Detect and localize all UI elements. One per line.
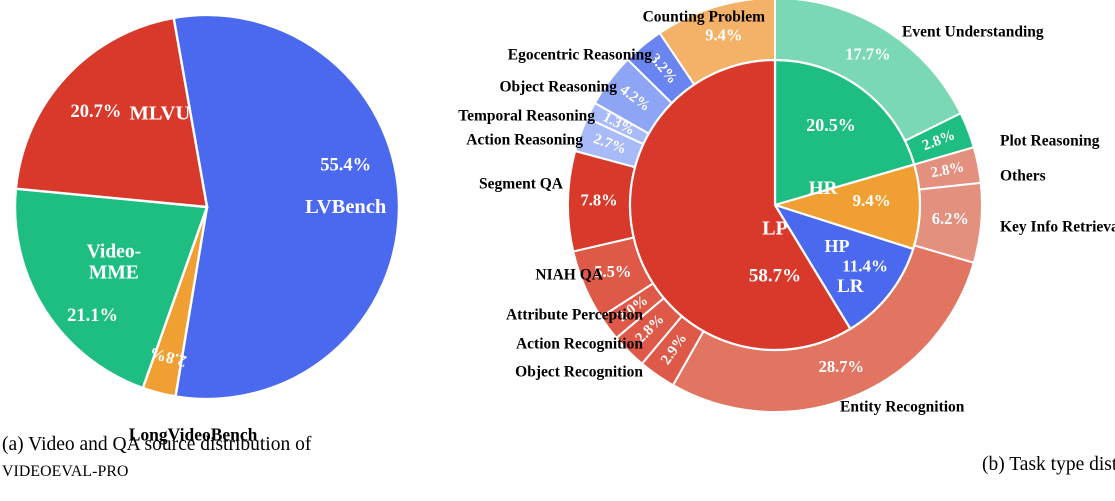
pie-a-slice-group [13, 13, 401, 401]
pie-a-percent-label: 21.1% [67, 306, 118, 326]
sunburst-outer-category-label: Egocentric Reasoning [508, 47, 652, 64]
sunburst-inner-category-label: LP [762, 218, 788, 240]
sunburst-outer-percent-label: 5.5% [594, 262, 631, 281]
sunburst-outer-category-label: Key Info Retrieval [1000, 219, 1115, 236]
sunburst-outer-category-label: Object Recognition [515, 364, 643, 381]
sunburst-inner-slice[interactable] [628, 58, 852, 352]
sunburst-inner-percent-labels: 20.5% 9.4% 11.4% 58.7% [749, 115, 891, 286]
sunburst-inner-percent-label: 9.4% [852, 191, 890, 210]
caption-a: (a) Video and QA source distribution of … [2, 432, 452, 483]
pie-a-slice[interactable] [13, 187, 209, 390]
pie-a-percent-labels: 55.4%2.8%21.1%20.7% [67, 102, 371, 371]
sunburst-inner-category-label: HR [809, 178, 838, 199]
sunburst-outer-percent-label: 2.8% [929, 159, 965, 181]
sunburst-inner-percent-label: 58.7% [749, 265, 801, 286]
pie-a-category-label: Video- [87, 241, 142, 262]
sunburst-inner-percent-label: 20.5% [806, 115, 856, 135]
sunburst-inner-slice[interactable] [771, 163, 922, 251]
sunburst-outer-category-label: NIAH QA [535, 267, 603, 284]
sunburst-outer-category-label: Event Understanding [902, 24, 1044, 41]
pie-a-percent-label: 55.4% [320, 156, 371, 176]
sunburst-outer-category-label: Entity Recognition [840, 399, 965, 416]
pie-a-category-label: LongVideoBench [129, 424, 258, 444]
sunburst-inner-category-labels: HR HP LR LP [762, 178, 864, 297]
panel-b-sunburst-chart: 17.7% 2.8% 2.8% 6.2% 28.7% 2.9% 2.8% 2.0% 5.5% 7.… [440, 0, 1115, 501]
task-type-sunburst: 17.7%2.8%2.8%6.2%28.7%2.9%2.8%2.0%5.5%7.… [458, 0, 1115, 416]
panel-a-pie-chart: 55.4% 2.8% 21.1% 20.7% LVBench LongVideoBenc… [0, 0, 470, 501]
caption-b-prefix: (b) Task type distribution of [982, 454, 1115, 475]
caption-a-line1: (a) Video and QA source distribution of [2, 434, 312, 455]
sunburst-outer-category-label: Others [1000, 168, 1046, 185]
sunburst-inner-category-label: LR [837, 276, 864, 297]
sunburst-inner-slice[interactable] [773, 58, 916, 207]
sunburst-inner-percent-label: 11.4% [842, 256, 888, 275]
pie-a-slice[interactable] [172, 13, 401, 401]
pie-a-percent-label: 20.7% [70, 102, 121, 122]
pie-a-category-label: LVBench [305, 196, 387, 218]
sunburst-outer-category-label: Attribute Perception [506, 307, 643, 324]
sunburst-outer-percent-label: 9.4% [705, 25, 742, 44]
sunburst-outer-category-label: Plot Reasoning [1000, 133, 1100, 150]
sunburst-outer-category-label: Action Reasoning [466, 132, 583, 149]
sunburst-inner-ring [628, 58, 922, 352]
sunburst-outer-percent-label: 28.7% [819, 357, 864, 376]
caption-a-smallcaps: VIDEOEVAL-PRO [2, 462, 129, 480]
sunburst-inner-category-label: HP [824, 236, 849, 256]
caption-b: (b) Task type distribution of VIDEOEVAL-… [982, 452, 1115, 478]
pie-a-category-label: MLVU [130, 103, 191, 125]
pie-a-category-labels: LVBench LongVideoBench Video-MME MLVU [87, 103, 387, 445]
pie-a-category-label: MME [89, 262, 139, 283]
pie-a-slice[interactable] [14, 16, 209, 209]
sunburst-outer-percent-label: 7.8% [580, 190, 617, 209]
sunburst-outer-category-label: Counting Problem [643, 9, 766, 26]
sunburst-outer-category-label: Temporal Reasoning [458, 108, 595, 125]
sunburst-outer-category-label: Object Reasoning [499, 79, 617, 96]
video-qa-source-pie: 55.4%2.8%21.1%20.7% LVBenchLongVideoBenc… [13, 13, 401, 444]
sunburst-outer-category-label: Action Recognition [516, 336, 643, 353]
sunburst-outer-category-labels: Event Understanding Plot Reasoning Others K… [458, 9, 1115, 416]
sunburst-outer-category-label: Segment QA [479, 176, 564, 193]
sunburst-outer-percent-label: 6.2% [932, 209, 969, 228]
sunburst-outer-percent-label: 17.7% [845, 44, 890, 63]
sunburst-inner-slice[interactable] [772, 203, 915, 331]
